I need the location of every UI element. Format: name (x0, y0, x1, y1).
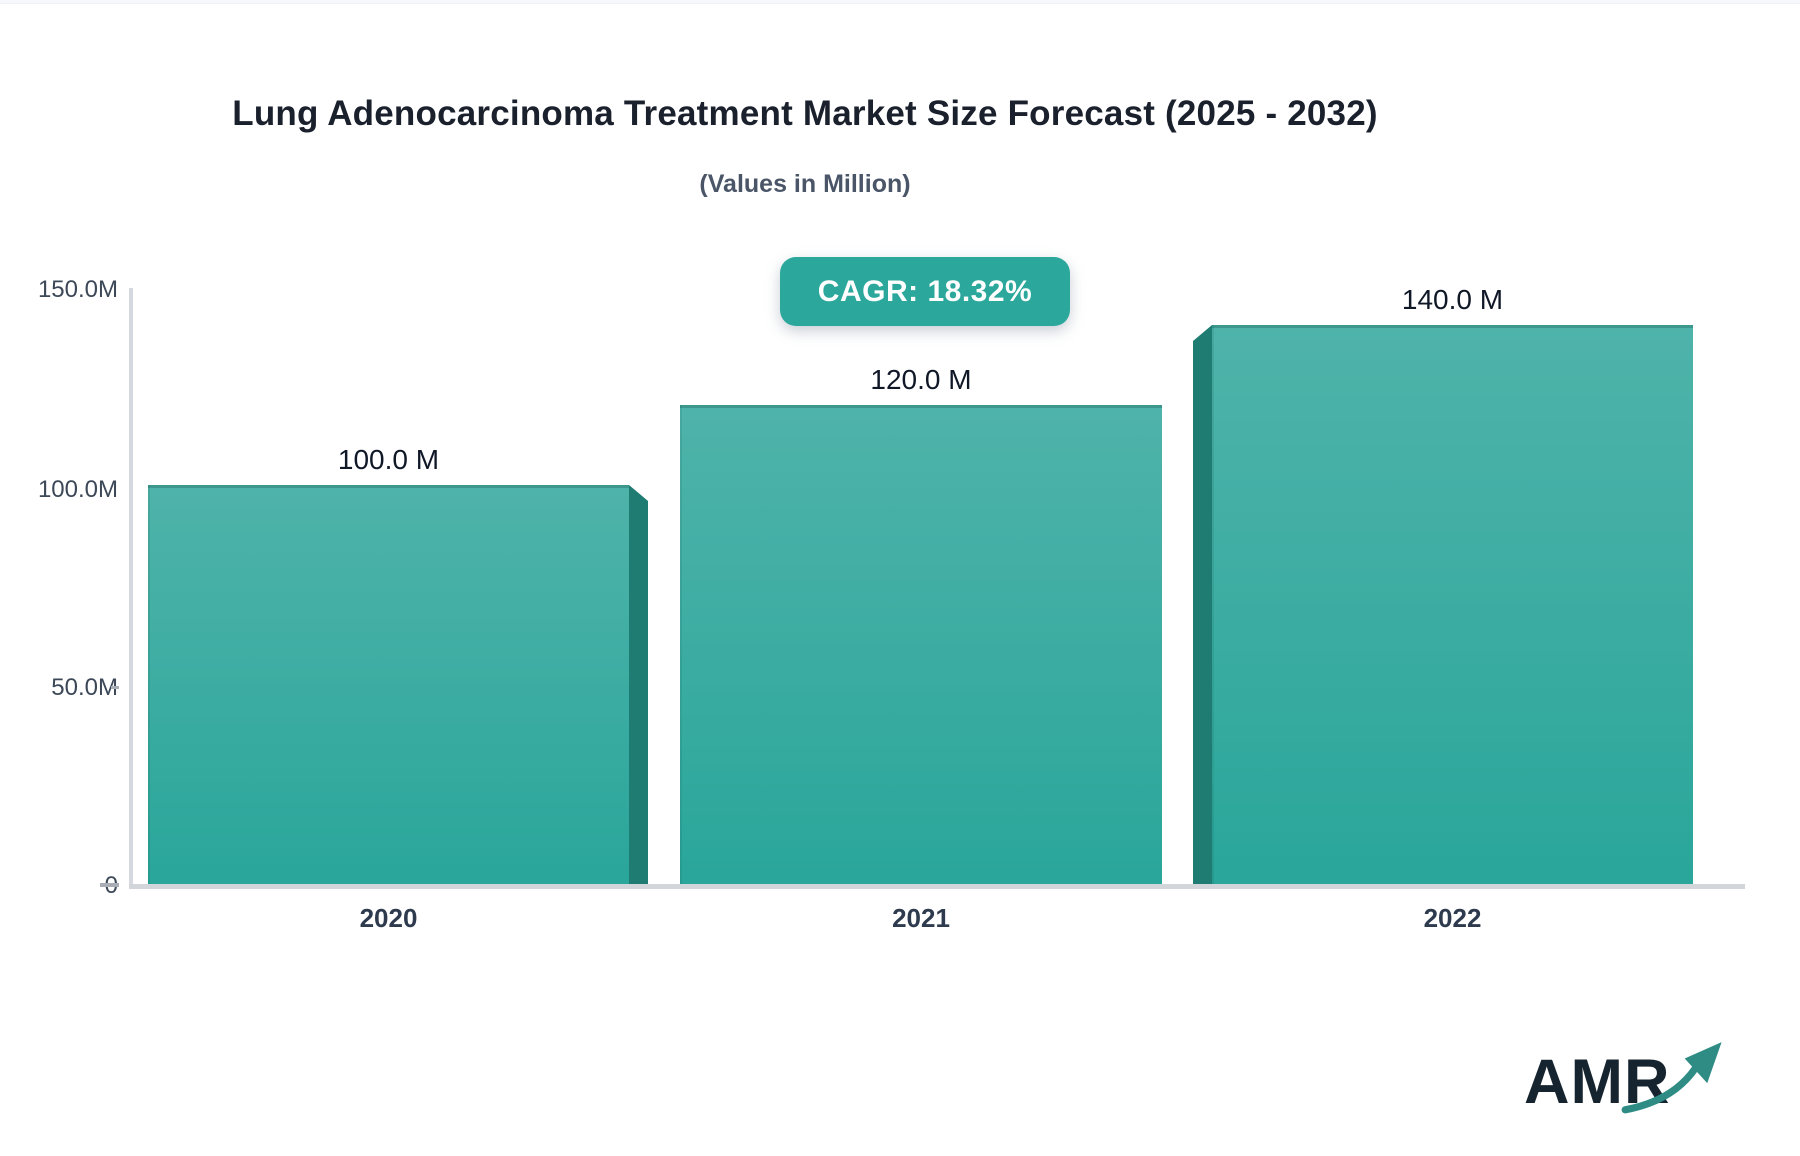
bar-2020 (148, 485, 629, 884)
y-tick-label: 100.0M (37, 476, 118, 503)
bar-2022 (1212, 325, 1693, 884)
brand-logo: AMR (1524, 1038, 1744, 1133)
cagr-badge: CAGR: 18.32% (780, 257, 1070, 326)
y-axis-line (129, 288, 133, 888)
bar-value-label: 140.0 M (1401, 284, 1504, 315)
x-axis-baseline (129, 884, 1745, 889)
bar-side-face (629, 485, 648, 884)
y-tick-mark (100, 883, 119, 887)
x-axis-label: 2020 (359, 903, 418, 933)
y-tick-label: 50.0M (51, 674, 118, 701)
y-tick-mark (111, 686, 119, 689)
cagr-badge-label: CAGR: 18.32% (817, 274, 1033, 308)
y-tick-label: 150.0M (37, 276, 118, 303)
chart-title: Lung Adenocarcinoma Treatment Market Siz… (232, 94, 1378, 133)
bar-value-label: 100.0 M (337, 444, 440, 475)
bar-value-label: 120.0 M (870, 364, 972, 395)
x-axis-label: 2022 (1423, 903, 1482, 933)
growth-arrow-icon (1621, 1042, 1722, 1114)
bar-side-face (1193, 325, 1212, 884)
bar-2021 (680, 405, 1162, 884)
top-border-strip (0, 0, 1800, 4)
chart-subtitle: (Values in Million) (699, 170, 911, 198)
x-axis-label: 2021 (892, 903, 950, 933)
